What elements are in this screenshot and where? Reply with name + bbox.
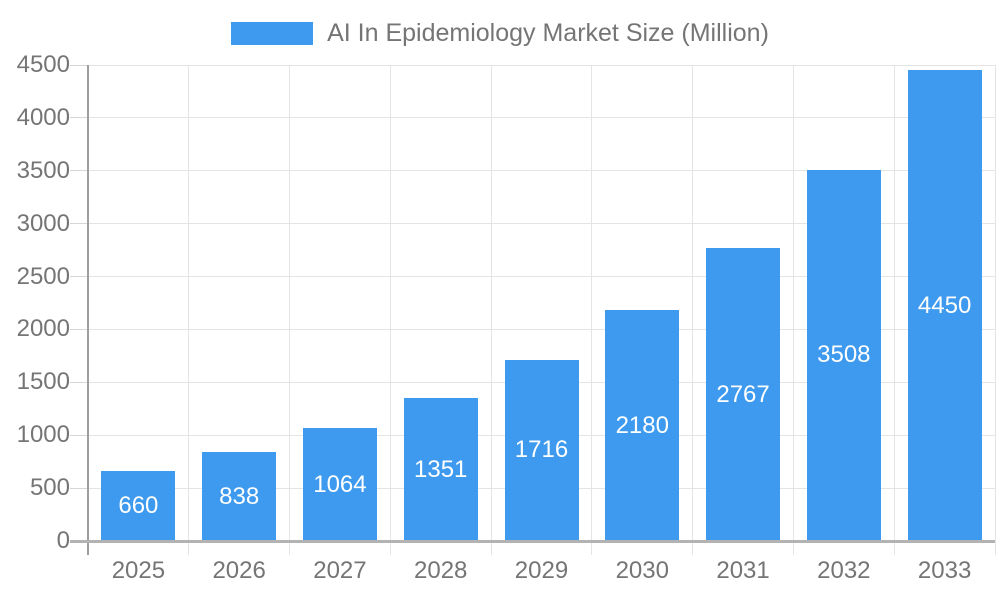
- bar[interactable]: 1351: [403, 398, 478, 541]
- bar-value-label: 2180: [615, 411, 669, 439]
- y-tick-label: 2500: [16, 262, 70, 290]
- y-axis-tick: [70, 328, 88, 330]
- gridline-vertical: [893, 65, 895, 555]
- y-axis-tick: [70, 223, 88, 225]
- y-axis-tick: [70, 276, 88, 278]
- x-tick-label: 2028: [414, 557, 468, 584]
- bar-value-label: 2767: [716, 380, 770, 408]
- y-tick-label: 4000: [16, 103, 70, 131]
- y-tick-label: 3500: [16, 156, 70, 184]
- legend-item[interactable]: AI In Epidemiology Market Size (Million): [0, 19, 1000, 48]
- x-tick-label: 2026: [212, 557, 266, 584]
- y-tick-label: 500: [29, 474, 70, 502]
- gridline-vertical: [289, 65, 291, 555]
- bar-value-label: 660: [118, 492, 159, 520]
- bar-value-label: 1716: [514, 436, 569, 464]
- gridline-vertical: [188, 65, 190, 555]
- x-tick-label: 2029: [514, 557, 569, 584]
- gridline-horizontal: [88, 117, 995, 119]
- x-tick-label: 2031: [716, 557, 770, 584]
- y-axis-tick: [70, 381, 88, 383]
- y-tick-label: 0: [56, 527, 70, 554]
- x-tick-label: 2025: [111, 557, 166, 584]
- bar[interactable]: 660: [101, 471, 176, 541]
- y-axis-tick: [70, 487, 88, 489]
- y-tick-label: 1000: [16, 421, 70, 449]
- bar-value-label: 1351: [414, 455, 468, 483]
- legend-label: AI In Epidemiology Market Size (Million): [327, 19, 769, 47]
- gridline-vertical: [994, 65, 996, 555]
- x-tick-label: 2027: [313, 557, 367, 584]
- y-axis-tick: [70, 170, 88, 172]
- gridline-vertical: [591, 65, 593, 555]
- gridline-vertical: [792, 65, 794, 555]
- x-tick-label: 2032: [817, 557, 871, 584]
- bar-value-label: 3508: [817, 341, 871, 369]
- y-axis-tick: [70, 434, 88, 436]
- bar[interactable]: 1716: [504, 359, 579, 541]
- y-axis-line: [87, 65, 89, 555]
- y-axis-labels: 0 500 1000 1500 2000 2500 3000 3500 4000 4500: [0, 52, 70, 554]
- gridline-horizontal: [88, 64, 995, 66]
- y-tick-label: 4500: [16, 51, 70, 78]
- bar[interactable]: 838: [202, 452, 277, 541]
- x-tick-label: 2030: [615, 557, 669, 584]
- bar[interactable]: 2767: [706, 248, 781, 541]
- bar[interactable]: 3508: [806, 169, 881, 541]
- bar-value-label: 1064: [313, 470, 367, 498]
- x-tick-label: 2033: [917, 557, 972, 584]
- bar[interactable]: 1064: [302, 428, 377, 541]
- bar[interactable]: 2180: [605, 310, 680, 541]
- gridline-vertical: [490, 65, 492, 555]
- y-axis-tick: [70, 64, 88, 66]
- y-tick-label: 1500: [16, 368, 70, 396]
- plot-area: 660 838 1064 1351 1716 2180 2767 3508 4450: [70, 64, 996, 555]
- bar-value-label: 838: [219, 482, 260, 510]
- y-tick-label: 2000: [16, 315, 70, 343]
- bar[interactable]: 4450: [907, 70, 982, 541]
- gridline-vertical: [692, 65, 694, 555]
- legend-swatch-icon: [231, 22, 314, 45]
- y-axis-tick: [70, 117, 88, 119]
- y-tick-label: 3000: [16, 209, 70, 237]
- gridline-vertical: [389, 65, 391, 555]
- x-axis-labels: 2025 2026 2027 2028 2029 2030 2031 2032 2033: [88, 557, 995, 587]
- bar-value-label: 4450: [917, 291, 972, 319]
